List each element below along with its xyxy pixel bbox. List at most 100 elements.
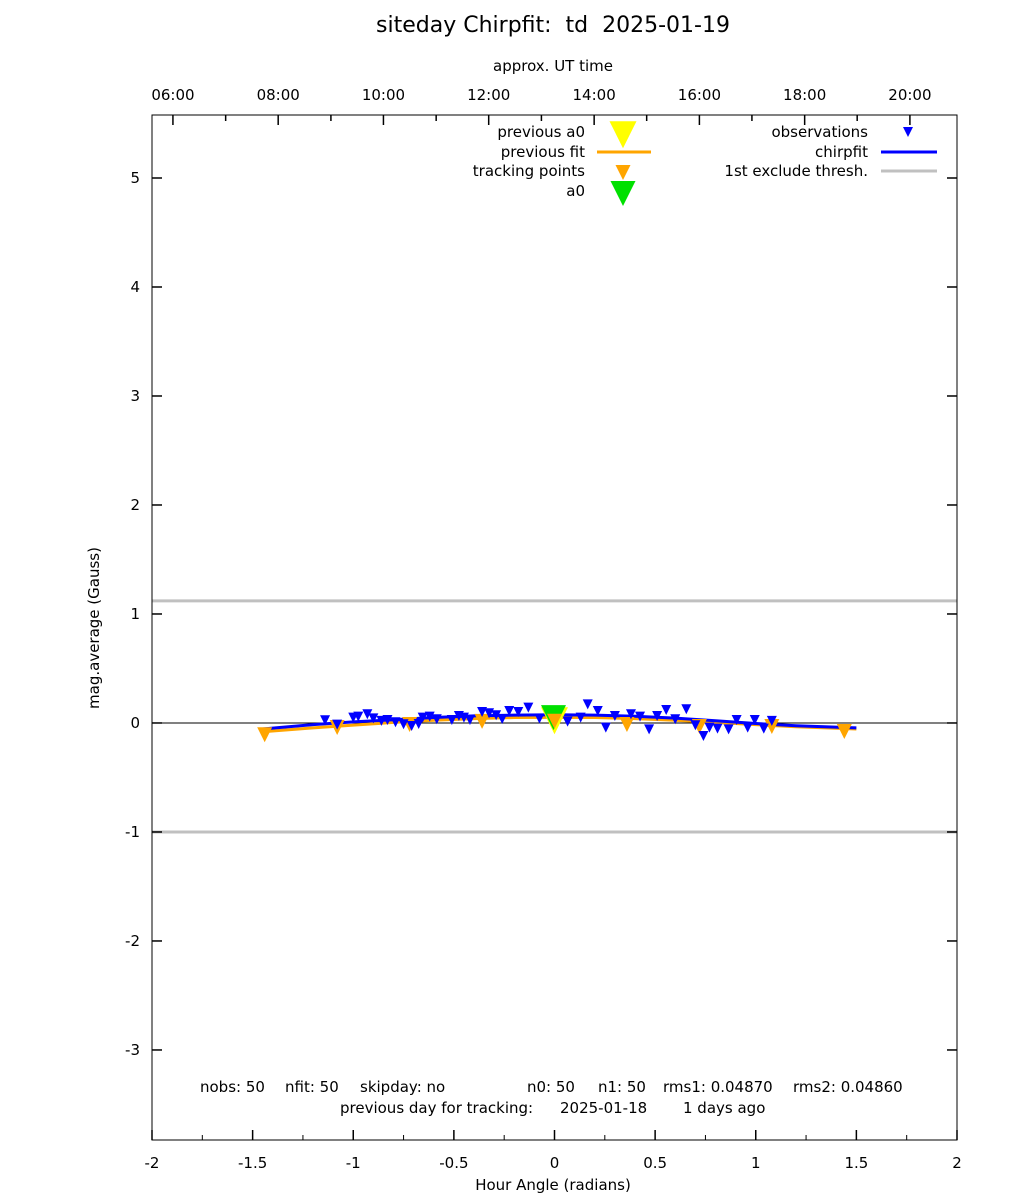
observation-marker — [477, 706, 488, 717]
observation-marker — [362, 709, 373, 720]
x2-tick-label: 06:00 — [151, 86, 194, 104]
observation-marker — [320, 715, 331, 726]
observation-marker — [758, 723, 769, 734]
x2-axis-title: approx. UT time — [493, 57, 613, 75]
observation-marker — [417, 712, 428, 723]
x2-tick-label: 10:00 — [362, 86, 405, 104]
observation-marker — [600, 722, 611, 733]
axes: -3 -2 -1 0 1 2 3 4 5 -2 -1.5 -1 -0.5 0 0.5 1 1.5 2 06:00 08… — [125, 86, 962, 1172]
observation-marker — [446, 714, 457, 725]
series — [257, 699, 857, 743]
stat-prev-day-label: previous day for tracking: — [340, 1099, 533, 1117]
stat-nfit: nfit: 50 — [285, 1078, 339, 1096]
stat-skipday: skipday: no — [360, 1078, 445, 1096]
stat-nobs: nobs: 50 — [200, 1078, 265, 1096]
observation-marker — [661, 705, 672, 716]
tracking-point-marker — [764, 718, 780, 734]
observation-marker — [332, 719, 343, 730]
tracking-point-marker — [257, 727, 273, 743]
observation-marker — [670, 714, 681, 725]
x2-tick-label: 20:00 — [888, 86, 931, 104]
observation-marker — [534, 713, 545, 724]
tracking-point-marker — [474, 713, 490, 729]
y-tick-label: -1 — [125, 823, 140, 841]
legend-label-observations: observations — [771, 123, 868, 141]
x-tick-label: 0 — [550, 1154, 560, 1172]
observation-marker — [698, 730, 709, 741]
observation-marker — [582, 699, 593, 710]
y-tick-label: -2 — [125, 932, 140, 950]
observation-marker — [635, 711, 646, 722]
observation-marker — [382, 714, 393, 725]
x2-tick-label: 08:00 — [257, 86, 300, 104]
tracking-point-marker — [547, 713, 562, 729]
chart-title: siteday Chirpfit: td 2025-01-19 — [376, 13, 730, 38]
observation-marker — [398, 719, 409, 730]
legend-label-previous-a0: previous a0 — [497, 123, 585, 141]
observation-marker — [742, 722, 753, 733]
plot-frame — [151, 114, 958, 1141]
observation-marker — [513, 706, 524, 717]
legend-label-previous-fit: previous fit — [501, 143, 585, 161]
observation-marker — [353, 711, 364, 722]
observation-marker — [690, 720, 701, 731]
x-tick-label: 1 — [751, 1154, 761, 1172]
observation-marker — [523, 702, 534, 713]
observation-marker — [562, 716, 573, 727]
observation-marker — [723, 724, 734, 735]
x-tick-label: -1.5 — [238, 1154, 267, 1172]
stat-days-ago: 1 days ago — [683, 1099, 765, 1117]
a0-triangle-icon — [610, 181, 636, 206]
observation-marker — [413, 718, 424, 729]
observation-marker — [575, 712, 586, 723]
observation-marker — [712, 723, 723, 734]
stat-prev-day-date: 2025-01-18 — [560, 1099, 647, 1117]
x2-tick-label: 14:00 — [573, 86, 616, 104]
observation-marker — [625, 709, 636, 720]
y-tick-label: -3 — [125, 1041, 140, 1059]
legend: previous a0 previous fit tracking points… — [473, 121, 937, 206]
x-axis-title: Hour Angle (radians) — [475, 1176, 631, 1194]
observation-marker — [681, 704, 692, 715]
y-tick-label: 1 — [130, 605, 140, 623]
x2-tick-label: 16:00 — [678, 86, 721, 104]
observation-marker — [424, 711, 435, 722]
observation-marker — [464, 714, 475, 725]
y-tick-label: 4 — [130, 278, 140, 296]
observation-marker — [491, 710, 502, 721]
tracking-points-triangle-icon — [615, 165, 631, 180]
legend-label-chirpfit: chirpfit — [815, 143, 868, 161]
y-axis-title: mag.average (Gauss) — [85, 547, 103, 709]
x2-tick-label: 18:00 — [783, 86, 826, 104]
observation-marker — [376, 715, 387, 726]
observation-marker — [504, 706, 515, 717]
stat-rms1: rms1: 0.04870 — [663, 1078, 773, 1096]
observation-marker — [644, 724, 655, 735]
observation-marker — [704, 722, 715, 733]
tracking-point-marker — [836, 723, 852, 739]
x-tick-label: -1 — [346, 1154, 361, 1172]
stat-n1: n1: 50 — [598, 1078, 646, 1096]
tracking-point-marker — [619, 716, 635, 732]
observations-triangle-icon — [903, 127, 913, 137]
y-tick-label: 3 — [130, 387, 140, 405]
observation-marker — [766, 715, 777, 726]
legend-label-exclude-thresh: 1st exclude thresh. — [724, 162, 868, 180]
x-tick-label: 1.5 — [844, 1154, 868, 1172]
observation-marker — [368, 713, 379, 724]
observation-marker — [731, 714, 742, 725]
observation-marker — [390, 717, 401, 728]
observation-marker — [406, 720, 417, 731]
observation-marker — [609, 711, 620, 722]
legend-label-a0: a0 — [566, 182, 585, 200]
y-tick-label: 0 — [130, 714, 140, 732]
observation-marker — [592, 706, 603, 717]
x-tick-label: -0.5 — [439, 1154, 468, 1172]
y-tick-label: 5 — [130, 169, 140, 187]
stat-n0: n0: 50 — [527, 1078, 575, 1096]
legend-label-tracking-points: tracking points — [473, 162, 585, 180]
x2-tick-label: 12:00 — [467, 86, 510, 104]
x-tick-label: 0.5 — [643, 1154, 667, 1172]
